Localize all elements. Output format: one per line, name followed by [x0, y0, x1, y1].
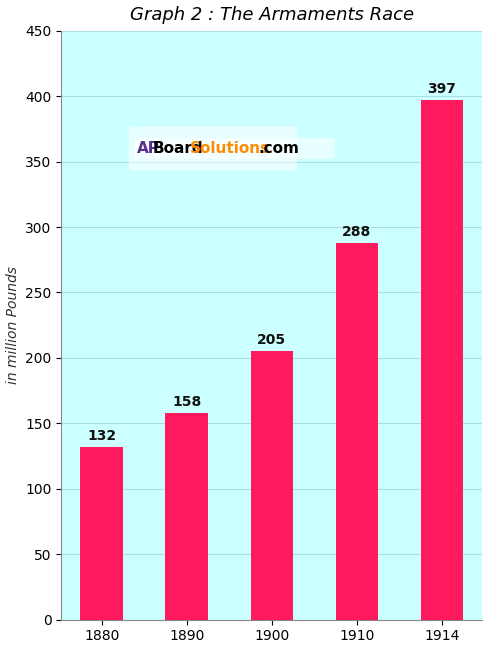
Text: 158: 158	[172, 395, 202, 409]
Text: 397: 397	[427, 82, 456, 96]
Y-axis label: in million Pounds: in million Pounds	[5, 266, 20, 384]
Bar	[336, 243, 378, 620]
Text: Board: Board	[152, 141, 203, 156]
Text: APBoardSolutions.com: APBoardSolutions.com	[137, 141, 331, 156]
Text: .com: .com	[258, 141, 299, 156]
Text: Solutions: Solutions	[190, 141, 270, 156]
Text: 205: 205	[257, 334, 286, 347]
FancyBboxPatch shape	[129, 127, 297, 171]
Text: AP: AP	[137, 141, 160, 156]
Bar	[421, 100, 463, 620]
Text: 288: 288	[342, 225, 371, 239]
Title: Graph 2 : The Armaments Race: Graph 2 : The Armaments Race	[130, 6, 414, 23]
Bar	[165, 413, 208, 620]
Bar	[250, 351, 293, 620]
Text: 132: 132	[87, 429, 116, 443]
Bar	[81, 447, 123, 620]
